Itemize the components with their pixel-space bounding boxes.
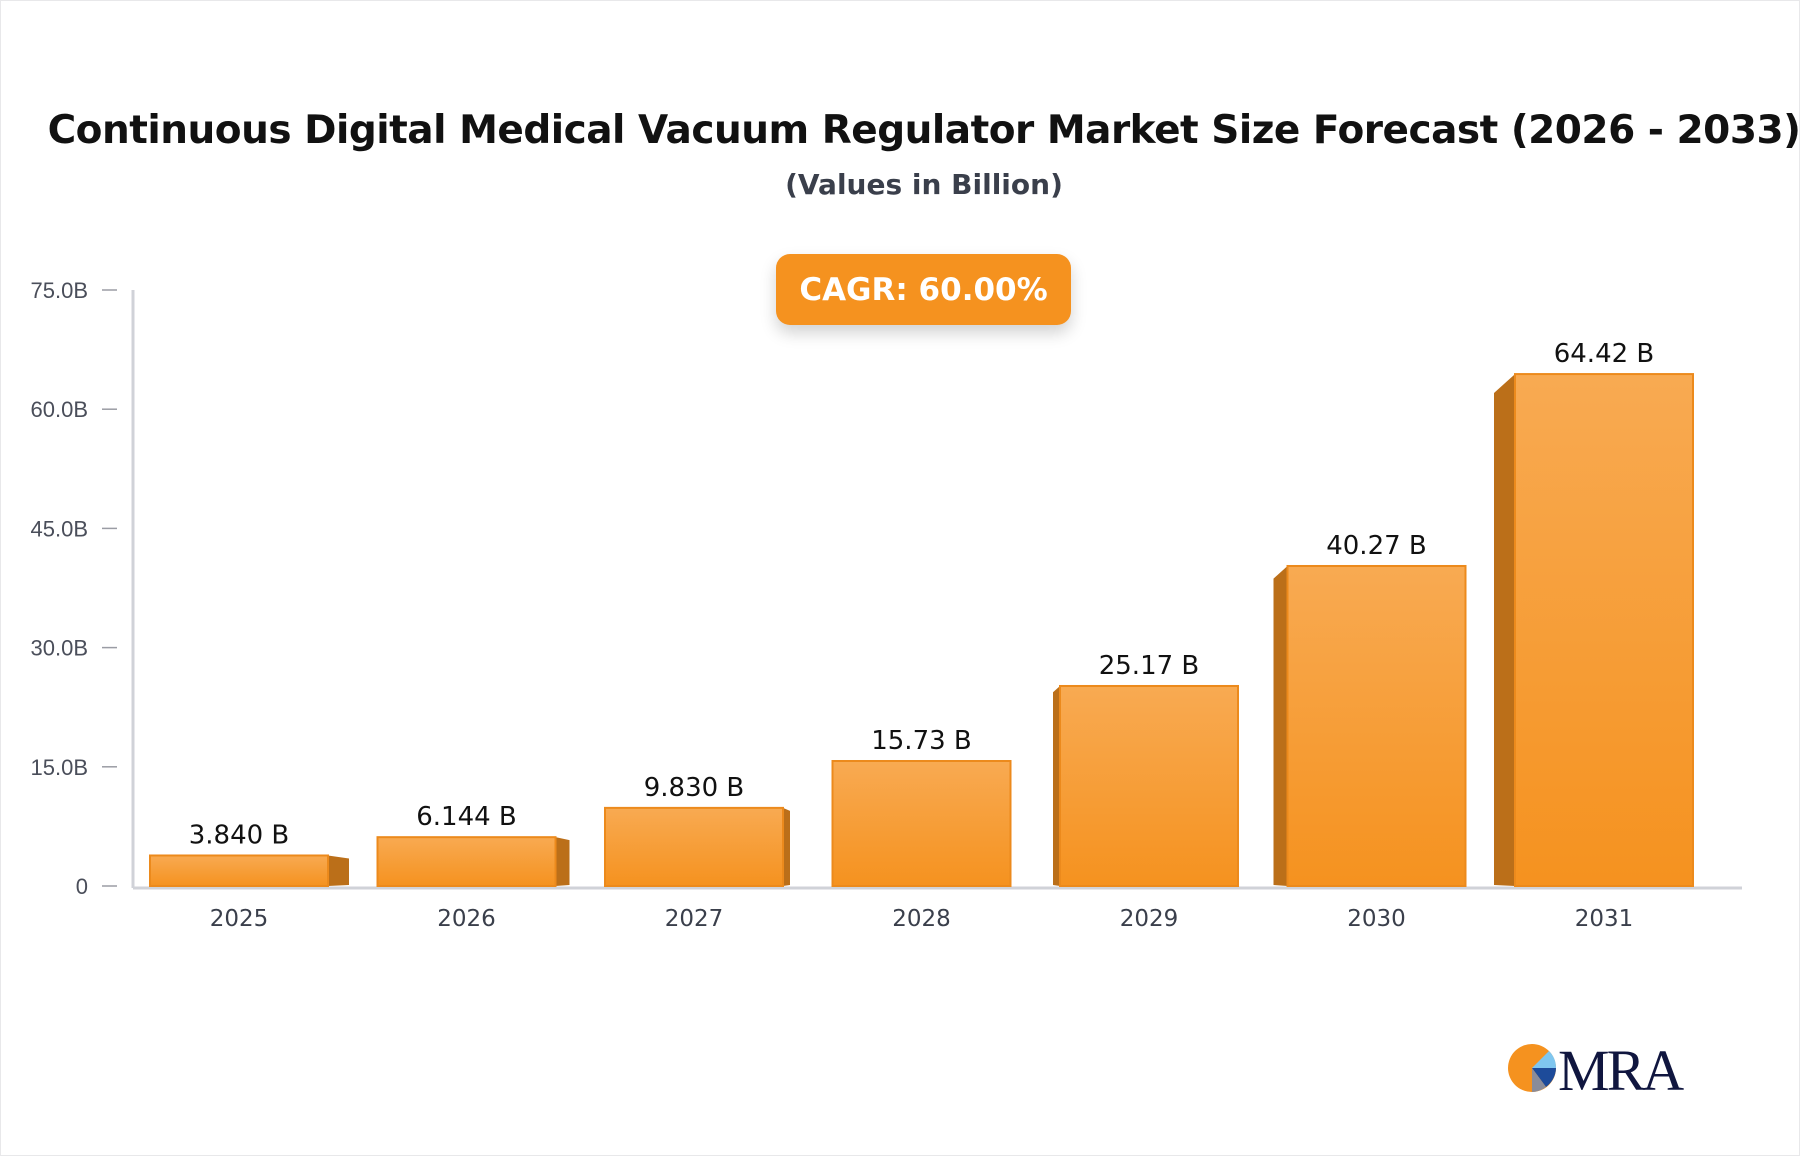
bar-side bbox=[783, 807, 790, 886]
cagr-badge: CAGR: 60.00% bbox=[776, 254, 1071, 325]
data-label: 25.17 B bbox=[1099, 651, 1200, 681]
bar-2027 bbox=[604, 806, 784, 888]
data-label: 6.144 B bbox=[416, 802, 517, 832]
y-tick-label: 0 bbox=[76, 874, 88, 899]
bar-side bbox=[555, 837, 570, 886]
bar-2025 bbox=[149, 854, 329, 888]
chart-title: Continuous Digital Medical Vacuum Regula… bbox=[47, 108, 1800, 153]
x-tick-label: 2031 bbox=[1575, 906, 1634, 932]
bar-side bbox=[328, 855, 349, 886]
bar-2029 bbox=[1059, 684, 1239, 888]
data-label: 9.830 B bbox=[644, 773, 745, 803]
svg-text:MRA: MRA bbox=[1558, 1040, 1684, 1096]
data-label: 64.42 B bbox=[1554, 339, 1655, 369]
x-tick-label: 2027 bbox=[665, 906, 724, 932]
x-tick-label: 2026 bbox=[437, 906, 496, 932]
bar-2031 bbox=[1514, 373, 1694, 887]
bar-side bbox=[1273, 565, 1288, 886]
data-label: 3.840 B bbox=[189, 820, 290, 850]
y-tick-label: 45.0B bbox=[31, 516, 89, 541]
x-tick-label: 2025 bbox=[210, 906, 269, 932]
bar-side bbox=[1053, 685, 1060, 886]
bar-2030 bbox=[1286, 564, 1467, 887]
bar-2028 bbox=[831, 759, 1012, 888]
chart-subtitle: (Values in Billion) bbox=[785, 168, 1063, 201]
y-tick-label: 15.0B bbox=[31, 755, 89, 780]
bar-2026 bbox=[376, 836, 557, 887]
y-tick-label: 75.0B bbox=[31, 278, 89, 303]
x-tick-label: 2029 bbox=[1120, 906, 1179, 932]
mra-logo: MRA bbox=[1508, 1040, 1687, 1096]
y-tick-label: 30.0B bbox=[31, 636, 89, 661]
bar-side bbox=[1494, 374, 1515, 886]
x-tick-label: 2030 bbox=[1347, 906, 1406, 932]
y-tick-label: 60.0B bbox=[31, 397, 89, 422]
data-label: 15.73 B bbox=[871, 726, 972, 756]
x-tick-label: 2028 bbox=[892, 906, 951, 932]
data-label: 40.27 B bbox=[1326, 531, 1427, 561]
